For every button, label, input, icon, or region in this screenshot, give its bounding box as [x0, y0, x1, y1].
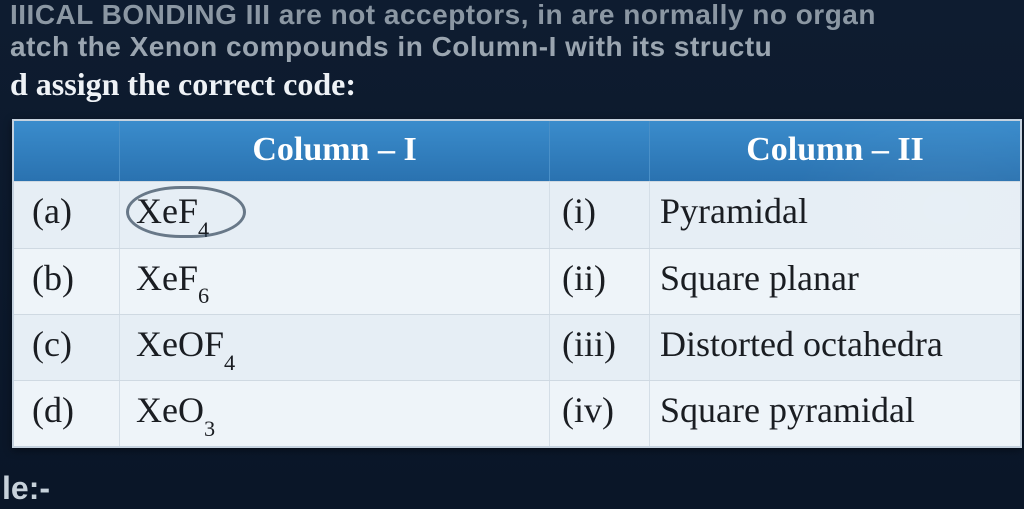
- th-blank-1: [14, 121, 120, 181]
- row-shape: Square pyramidal: [650, 381, 1020, 446]
- th-column-1: Column – I: [120, 121, 550, 181]
- row-roman: (iv): [550, 381, 650, 446]
- row-label: (d): [14, 381, 120, 446]
- question-header: IIICAL BONDING III are not acceptors, in…: [0, 0, 1024, 111]
- th-blank-2: [550, 121, 650, 181]
- table-row: (d)XeO3(iv)Square pyramidal: [14, 380, 1020, 446]
- table-row: (c)XeOF4(iii)Distorted octahedra: [14, 314, 1020, 380]
- row-compound: XeF4: [120, 182, 550, 247]
- table-row: (a)XeF4(i)Pyramidal: [14, 181, 1020, 247]
- th-column-2: Column – II: [650, 121, 1020, 181]
- row-shape: Distorted octahedra: [650, 315, 1020, 380]
- table-body: (a)XeF4(i)Pyramidal(b)XeF6(ii)Square pla…: [14, 181, 1020, 446]
- row-compound: XeOF4: [120, 315, 550, 380]
- question-page: IIICAL BONDING III are not acceptors, in…: [0, 0, 1024, 509]
- row-compound: XeO3: [120, 381, 550, 446]
- header-line-1: IIICAL BONDING III are not acceptors, in…: [10, 0, 1014, 31]
- row-label: (a): [14, 182, 120, 247]
- row-roman: (i): [550, 182, 650, 247]
- header-line-2: atch the Xenon compounds in Column-I wit…: [10, 31, 1014, 63]
- table-row: (b)XeF6(ii)Square planar: [14, 248, 1020, 314]
- circle-annotation: [126, 186, 246, 238]
- row-roman: (iii): [550, 315, 650, 380]
- footer-fragment: le:-: [2, 470, 50, 507]
- match-table: Column – I Column – II (a)XeF4(i)Pyramid…: [12, 119, 1022, 448]
- row-shape: Pyramidal: [650, 182, 1020, 247]
- row-roman: (ii): [550, 249, 650, 314]
- row-shape: Square planar: [650, 249, 1020, 314]
- row-compound: XeF6: [120, 249, 550, 314]
- row-label: (b): [14, 249, 120, 314]
- header-line-3: d assign the correct code:: [10, 65, 1014, 103]
- row-label: (c): [14, 315, 120, 380]
- table-header-row: Column – I Column – II: [14, 121, 1020, 181]
